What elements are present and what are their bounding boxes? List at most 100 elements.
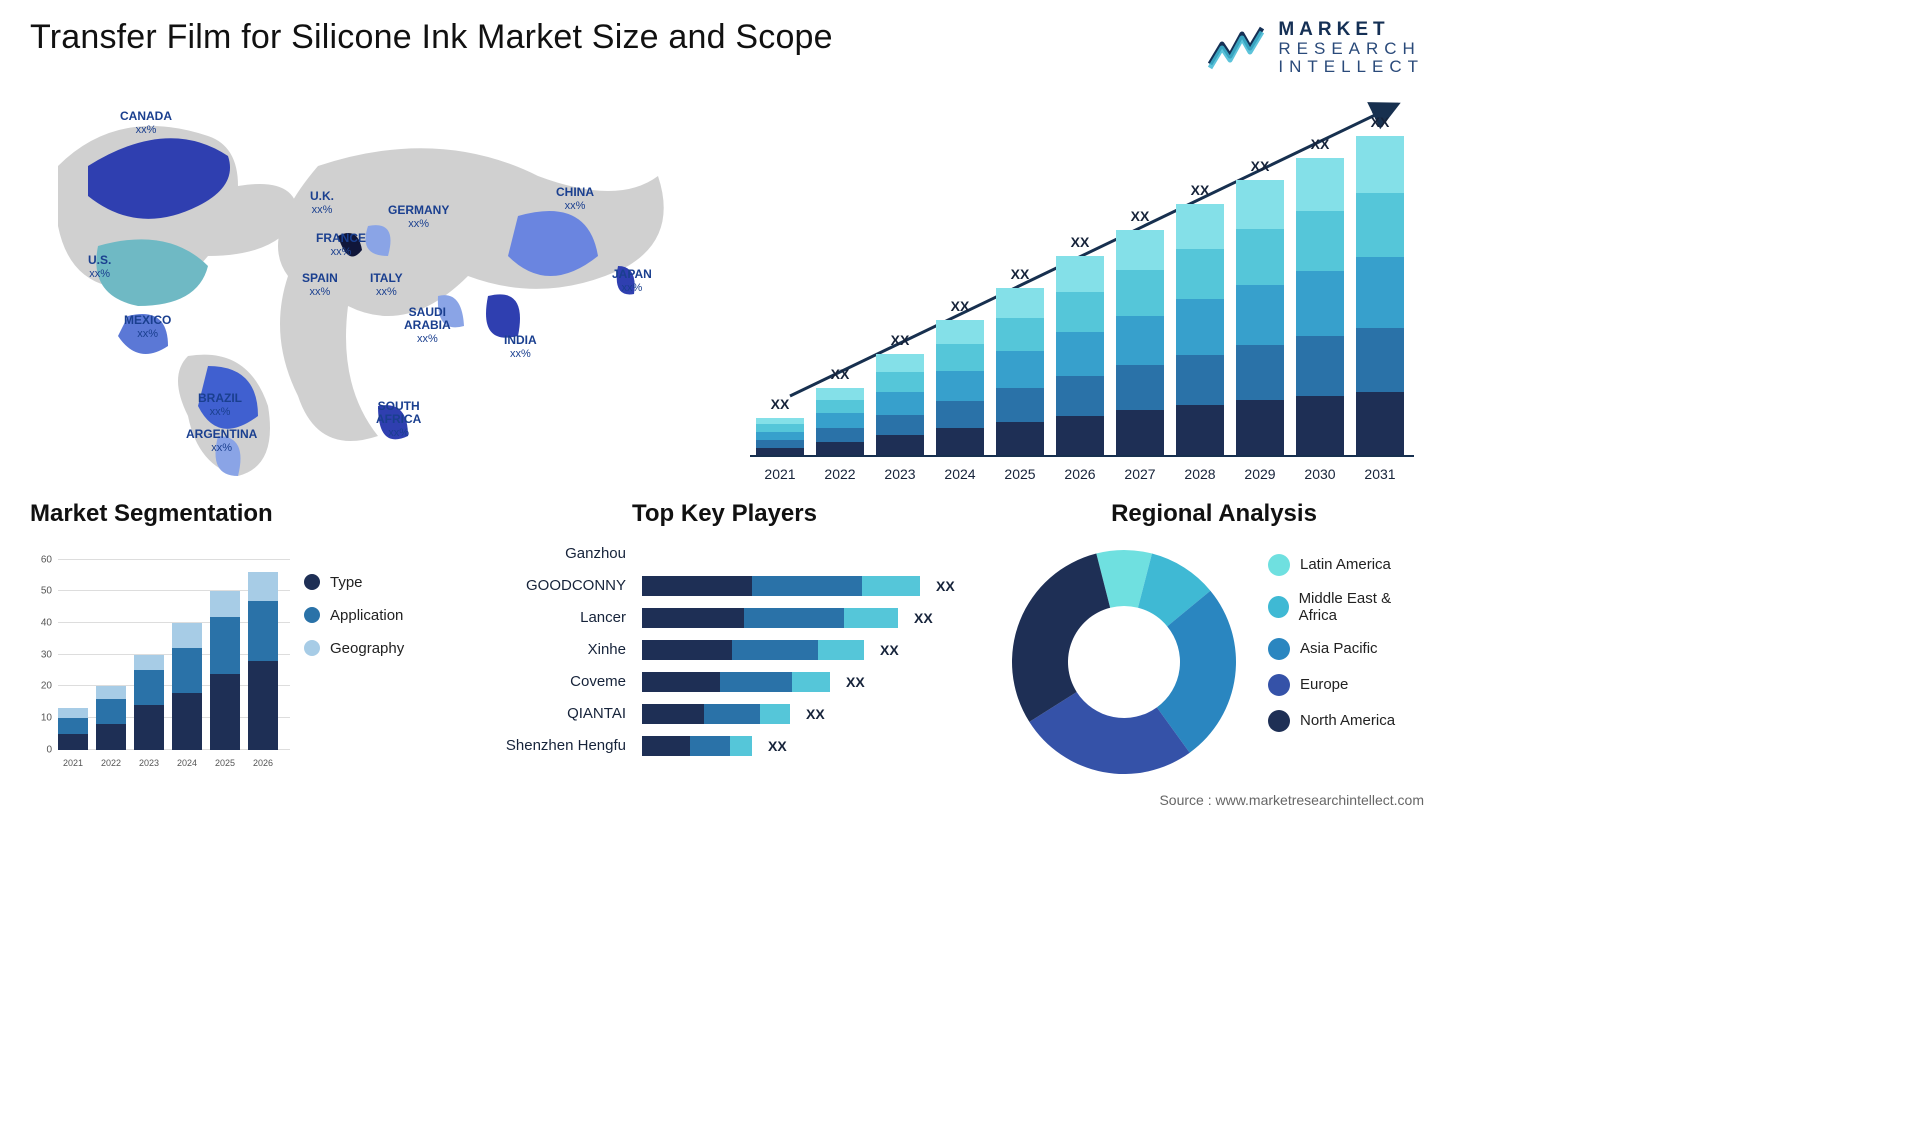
map-label: JAPANxx%	[612, 268, 652, 294]
seg-x-tick: 2026	[248, 758, 278, 768]
kp-name: Ganzhou	[482, 545, 632, 562]
kp-bar-segment	[720, 672, 792, 692]
map-label: ARGENTINAxx%	[186, 428, 257, 454]
growth-bar-segment	[996, 422, 1044, 456]
seg-y-tick: 60	[41, 554, 52, 565]
seg-y-tick: 20	[41, 681, 52, 692]
growth-x-tick: 2031	[1356, 466, 1404, 482]
growth-bar-segment	[1236, 285, 1284, 346]
map-label: SOUTHAFRICAxx%	[376, 400, 421, 440]
kp-name: Xinhe	[482, 641, 632, 658]
growth-bar-segment	[1296, 396, 1344, 456]
legend-label: Type	[330, 574, 363, 591]
growth-bar-segment	[1176, 355, 1224, 405]
growth-bar-segment	[876, 392, 924, 414]
seg-bar	[96, 686, 126, 749]
map-label: CANADAxx%	[120, 110, 172, 136]
map-label: FRANCExx%	[316, 232, 366, 258]
kp-bar-segment	[844, 608, 898, 628]
kp-bar-segment	[642, 608, 744, 628]
regional-legend-item: Middle East & Africa	[1268, 590, 1424, 624]
growth-x-tick: 2027	[1116, 466, 1164, 482]
seg-bar	[210, 591, 240, 749]
growth-bar-segment	[1236, 180, 1284, 230]
kp-bar-segment	[704, 704, 760, 724]
growth-bar-segment	[1056, 376, 1104, 416]
growth-x-tick: 2029	[1236, 466, 1284, 482]
growth-bar-segment	[1356, 392, 1404, 456]
kp-bar-segment	[760, 704, 790, 724]
seg-bar-segment	[96, 724, 126, 749]
map-label: INDIAxx%	[504, 334, 537, 360]
growth-bar-segment	[876, 354, 924, 372]
growth-bar-segment	[756, 432, 804, 440]
kp-name: QIANTAI	[482, 705, 632, 722]
seg-legend-item: Type	[304, 574, 404, 591]
growth-bar-segment	[1356, 257, 1404, 327]
map-label: MEXICOxx%	[124, 314, 171, 340]
kp-bar-segment	[744, 608, 844, 628]
brand-logo: MARKET RESEARCH INTELLECT	[1208, 18, 1424, 76]
kp-bar-segment	[730, 736, 752, 756]
map-label: U.K.xx%	[310, 190, 334, 216]
growth-bar-label: XX	[1056, 234, 1104, 250]
growth-bar-segment	[1116, 365, 1164, 410]
legend-swatch	[1268, 710, 1290, 732]
kp-value: XX	[806, 706, 825, 722]
kp-bar	[642, 704, 790, 724]
map-label: SAUDIARABIAxx%	[404, 306, 451, 346]
growth-bar: XX	[996, 288, 1044, 456]
seg-x-tick: 2021	[58, 758, 88, 768]
seg-bar-segment	[96, 699, 126, 724]
key-players-panel: Top Key Players GanzhouGOODCONNYXXLancer…	[482, 500, 982, 790]
growth-chart-panel: XXXXXXXXXXXXXXXXXXXXXX 20212022202320242…	[750, 84, 1424, 482]
growth-bar-segment	[876, 415, 924, 435]
kp-name: Coveme	[482, 673, 632, 690]
legend-label: Latin America	[1300, 556, 1391, 573]
growth-bar-segment	[1356, 328, 1404, 392]
seg-bar-segment	[58, 718, 88, 734]
key-players-title: Top Key Players	[632, 500, 982, 528]
legend-label: Europe	[1300, 676, 1348, 693]
kp-bar-segment	[732, 640, 818, 660]
growth-bar: XX	[756, 418, 804, 456]
kp-bar-segment	[690, 736, 730, 756]
donut-slice	[1012, 553, 1110, 721]
seg-bar-segment	[248, 661, 278, 750]
kp-value: XX	[914, 610, 933, 626]
kp-bar-segment	[642, 704, 704, 724]
kp-bar-segment	[642, 672, 720, 692]
seg-legend-item: Geography	[304, 640, 404, 657]
growth-bar-segment	[936, 428, 984, 455]
legend-label: Asia Pacific	[1300, 640, 1378, 657]
growth-bar-label: XX	[996, 266, 1044, 282]
legend-label: North America	[1300, 712, 1395, 729]
growth-x-tick: 2028	[1176, 466, 1224, 482]
legend-swatch	[1268, 554, 1290, 576]
logo-line3: INTELLECT	[1278, 58, 1424, 76]
kp-row: LancerXX	[482, 602, 982, 634]
growth-bar-segment	[1116, 230, 1164, 271]
seg-x-tick: 2023	[134, 758, 164, 768]
growth-bar-segment	[1236, 229, 1284, 284]
seg-y-tick: 10	[41, 712, 52, 723]
legend-label: Middle East & Africa	[1299, 590, 1424, 624]
seg-y-tick: 40	[41, 617, 52, 628]
kp-name: Shenzhen Hengfu	[482, 737, 632, 754]
growth-bar-segment	[1356, 136, 1404, 194]
seg-x-tick: 2025	[210, 758, 240, 768]
growth-bar-segment	[1296, 271, 1344, 337]
legend-swatch	[1268, 596, 1289, 618]
regional-legend-item: North America	[1268, 710, 1424, 732]
growth-bar-label: XX	[936, 298, 984, 314]
regional-panel: Regional Analysis Latin America Middle Ea…	[1004, 500, 1424, 790]
regional-title: Regional Analysis	[1004, 500, 1424, 528]
growth-bar-segment	[756, 424, 804, 432]
growth-bar-segment	[1236, 400, 1284, 455]
seg-bar-segment	[248, 601, 278, 661]
seg-bar	[58, 708, 88, 749]
growth-bar-segment	[1176, 299, 1224, 354]
kp-row: Shenzhen HengfuXX	[482, 730, 982, 762]
kp-bar-segment	[642, 576, 752, 596]
kp-bar	[642, 640, 864, 660]
